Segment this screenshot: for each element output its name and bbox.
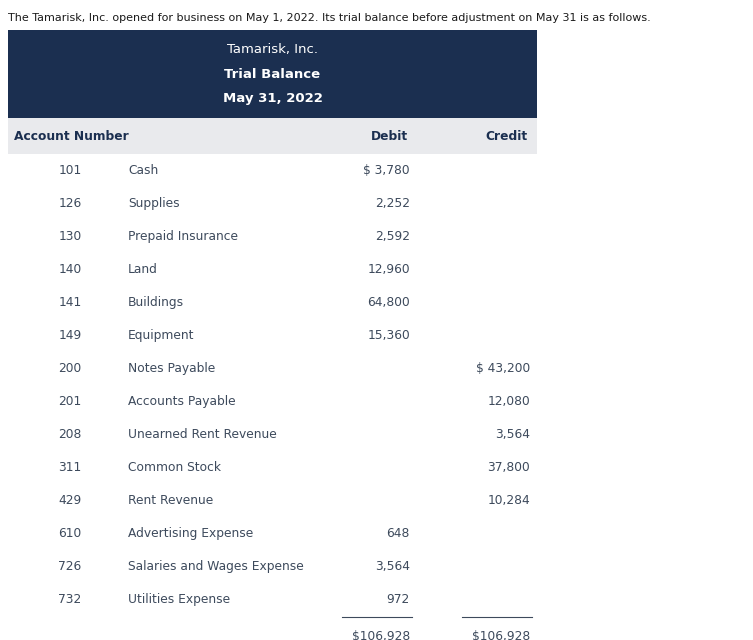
Text: 201: 201	[59, 395, 81, 408]
Text: 140: 140	[59, 263, 81, 276]
Text: 3,564: 3,564	[495, 428, 530, 441]
Text: Debit: Debit	[371, 129, 408, 143]
Text: Trial Balance: Trial Balance	[224, 67, 321, 81]
Text: Cash: Cash	[128, 164, 158, 177]
Text: Notes Payable: Notes Payable	[128, 362, 215, 375]
Text: Buildings: Buildings	[128, 296, 184, 309]
Text: Accounts Payable: Accounts Payable	[128, 395, 236, 408]
Text: 429: 429	[59, 494, 81, 507]
Text: Utilities Expense: Utilities Expense	[128, 593, 230, 606]
Text: 972: 972	[387, 593, 410, 606]
Text: 126: 126	[59, 197, 81, 210]
Text: $ 3,780: $ 3,780	[364, 164, 410, 177]
Text: Equipment: Equipment	[128, 329, 194, 342]
Text: 648: 648	[386, 527, 410, 540]
Text: 149: 149	[59, 329, 81, 342]
Text: $106,928: $106,928	[471, 630, 530, 640]
Text: Salaries and Wages Expense: Salaries and Wages Expense	[128, 560, 303, 573]
Text: Advertising Expense: Advertising Expense	[128, 527, 253, 540]
Text: $106,928: $106,928	[352, 630, 410, 640]
Text: Supplies: Supplies	[128, 197, 180, 210]
Text: $ 43,200: $ 43,200	[476, 362, 530, 375]
Text: Credit: Credit	[486, 129, 528, 143]
Text: 15,360: 15,360	[367, 329, 410, 342]
Text: 2,592: 2,592	[375, 230, 410, 243]
Text: Land: Land	[128, 263, 158, 276]
Text: 101: 101	[59, 164, 81, 177]
Text: Rent Revenue: Rent Revenue	[128, 494, 213, 507]
Text: 12,080: 12,080	[487, 395, 530, 408]
Text: 208: 208	[58, 428, 81, 441]
Text: 610: 610	[59, 527, 81, 540]
Text: Account Number: Account Number	[14, 129, 129, 143]
Text: 64,800: 64,800	[367, 296, 410, 309]
Text: 200: 200	[59, 362, 81, 375]
Text: Unearned Rent Revenue: Unearned Rent Revenue	[128, 428, 277, 441]
Text: 3,564: 3,564	[375, 560, 410, 573]
Text: Prepaid Insurance: Prepaid Insurance	[128, 230, 238, 243]
Text: 732: 732	[59, 593, 81, 606]
Text: The Tamarisk, Inc. opened for business on May 1, 2022. Its trial balance before : The Tamarisk, Inc. opened for business o…	[8, 13, 651, 23]
Text: Tamarisk, Inc.: Tamarisk, Inc.	[227, 43, 318, 56]
Text: 12,960: 12,960	[367, 263, 410, 276]
Text: 311: 311	[59, 461, 81, 474]
Text: 2,252: 2,252	[375, 197, 410, 210]
Text: May 31, 2022: May 31, 2022	[223, 92, 322, 105]
Text: 141: 141	[59, 296, 81, 309]
Text: 130: 130	[59, 230, 81, 243]
Text: 10,284: 10,284	[487, 494, 530, 507]
Text: Common Stock: Common Stock	[128, 461, 221, 474]
Text: 726: 726	[59, 560, 81, 573]
Text: 37,800: 37,800	[487, 461, 530, 474]
